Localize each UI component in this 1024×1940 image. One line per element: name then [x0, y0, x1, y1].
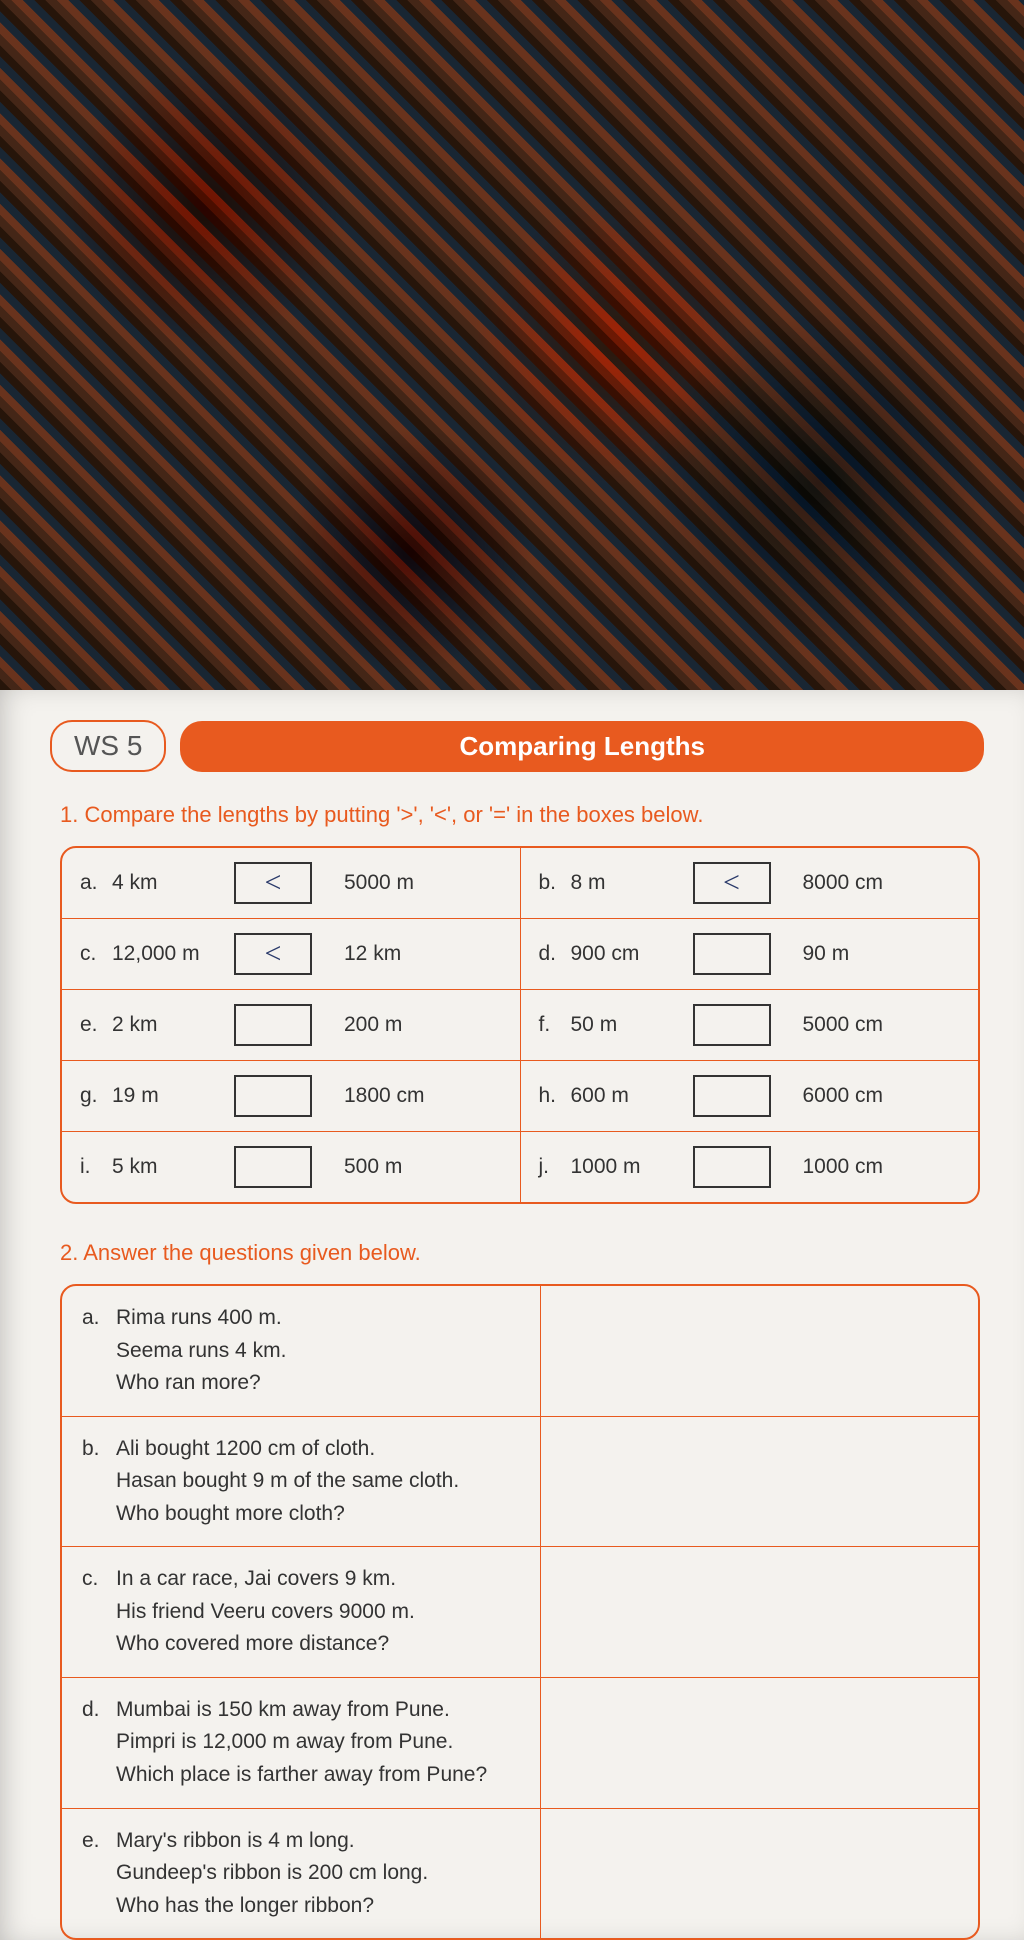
table-row: i. 5 km 500 m j. 1000 m 1000 cm [62, 1132, 978, 1202]
cell-value-2: 8000 cm [783, 871, 961, 895]
cell-letter: e. [80, 1013, 100, 1037]
cell-value-1: 12,000 m [112, 942, 222, 966]
cell-value-1: 8 m [571, 871, 681, 895]
answer-cell[interactable] [541, 1417, 979, 1547]
question-cell: d. Mumbai is 150 km away from Pune. Pimp… [62, 1678, 541, 1808]
answer-box[interactable] [234, 1146, 312, 1188]
answer-box[interactable] [693, 1146, 771, 1188]
compare-table: a. 4 km < 5000 m b. 8 m < 8000 cm c. 12,… [60, 846, 980, 1204]
cell-value-2: 1800 cm [324, 1084, 502, 1108]
item-text: Mary's ribbon is 4 m long. Gundeep's rib… [116, 1825, 520, 1923]
item-text: Rima runs 400 m. Seema runs 4 km. Who ra… [116, 1302, 520, 1400]
cell-letter: b. [539, 871, 559, 895]
compare-cell: c. 12,000 m < 12 km [62, 919, 521, 989]
fabric-background [0, 0, 1024, 690]
question-cell: e. Mary's ribbon is 4 m long. Gundeep's … [62, 1809, 541, 1939]
cell-value-2: 6000 cm [783, 1084, 961, 1108]
item-text: Mumbai is 150 km away from Pune. Pimpri … [116, 1694, 520, 1792]
answer-box[interactable]: < [693, 862, 771, 904]
table-row: a. Rima runs 400 m. Seema runs 4 km. Who… [62, 1286, 978, 1417]
item-letter: b. [82, 1433, 102, 1531]
item-letter: c. [82, 1563, 102, 1661]
cell-value-2: 12 km [324, 942, 502, 966]
question-cell: c. In a car race, Jai covers 9 km. His f… [62, 1547, 541, 1677]
item-text: Ali bought 1200 cm of cloth. Hasan bough… [116, 1433, 520, 1531]
item-letter: e. [82, 1825, 102, 1923]
cell-value-1: 19 m [112, 1084, 222, 1108]
compare-cell: b. 8 m < 8000 cm [521, 848, 979, 918]
cell-value-2: 200 m [324, 1013, 502, 1037]
question-cell: a. Rima runs 400 m. Seema runs 4 km. Who… [62, 1286, 541, 1416]
cell-value-1: 5 km [112, 1155, 222, 1179]
answer-cell[interactable] [541, 1286, 979, 1416]
answer-box[interactable] [234, 1004, 312, 1046]
q2-intro: 2. Answer the questions given below. [60, 1240, 984, 1266]
cell-letter: f. [539, 1013, 559, 1037]
compare-cell: f. 50 m 5000 cm [521, 990, 979, 1060]
compare-cell: g. 19 m 1800 cm [62, 1061, 521, 1131]
cell-value-1: 600 m [571, 1084, 681, 1108]
cell-value-1: 2 km [112, 1013, 222, 1037]
item-letter: a. [82, 1302, 102, 1400]
ws-badge: WS 5 [50, 720, 166, 772]
table-row: e. Mary's ribbon is 4 m long. Gundeep's … [62, 1809, 978, 1939]
cell-letter: a. [80, 871, 100, 895]
cell-value-2: 5000 cm [783, 1013, 961, 1037]
q1-intro: 1. Compare the lengths by putting '>', '… [60, 802, 984, 828]
cell-value-2: 500 m [324, 1155, 502, 1179]
cell-value-1: 1000 m [571, 1155, 681, 1179]
cell-letter: c. [80, 942, 100, 966]
compare-cell: i. 5 km 500 m [62, 1132, 521, 1202]
cell-value-1: 4 km [112, 871, 222, 895]
answer-cell[interactable] [541, 1678, 979, 1808]
table-row: b. Ali bought 1200 cm of cloth. Hasan bo… [62, 1417, 978, 1548]
answer-box[interactable] [693, 1075, 771, 1117]
question-cell: b. Ali bought 1200 cm of cloth. Hasan bo… [62, 1417, 541, 1547]
answer-box[interactable] [234, 1075, 312, 1117]
table-row: d. Mumbai is 150 km away from Pune. Pimp… [62, 1678, 978, 1809]
answer-cell[interactable] [541, 1547, 979, 1677]
compare-cell: j. 1000 m 1000 cm [521, 1132, 979, 1202]
compare-cell: h. 600 m 6000 cm [521, 1061, 979, 1131]
header-row: WS 5 Comparing Lengths [50, 720, 984, 772]
answer-box[interactable]: < [234, 862, 312, 904]
worksheet-page: WS 5 Comparing Lengths 1. Compare the le… [0, 690, 1024, 1940]
answer-box[interactable] [693, 933, 771, 975]
answer-box[interactable]: < [234, 933, 312, 975]
cell-letter: h. [539, 1084, 559, 1108]
item-text: In a car race, Jai covers 9 km. His frie… [116, 1563, 520, 1661]
answer-box[interactable] [693, 1004, 771, 1046]
title-pill: Comparing Lengths [180, 721, 984, 772]
compare-cell: e. 2 km 200 m [62, 990, 521, 1060]
cell-letter: i. [80, 1155, 100, 1179]
answer-cell[interactable] [541, 1809, 979, 1939]
cell-value-2: 5000 m [324, 871, 502, 895]
cell-value-1: 50 m [571, 1013, 681, 1037]
cell-value-2: 90 m [783, 942, 961, 966]
cell-letter: g. [80, 1084, 100, 1108]
table-row: g. 19 m 1800 cm h. 600 m 6000 cm [62, 1061, 978, 1132]
compare-cell: a. 4 km < 5000 m [62, 848, 521, 918]
cell-letter: d. [539, 942, 559, 966]
table-row: e. 2 km 200 m f. 50 m 5000 cm [62, 990, 978, 1061]
item-letter: d. [82, 1694, 102, 1792]
table-row: c. In a car race, Jai covers 9 km. His f… [62, 1547, 978, 1678]
compare-cell: d. 900 cm 90 m [521, 919, 979, 989]
table-row: a. 4 km < 5000 m b. 8 m < 8000 cm [62, 848, 978, 919]
cell-letter: j. [539, 1155, 559, 1179]
cell-value-1: 900 cm [571, 942, 681, 966]
table-row: c. 12,000 m < 12 km d. 900 cm 90 m [62, 919, 978, 990]
cell-value-2: 1000 cm [783, 1155, 961, 1179]
answer-table: a. Rima runs 400 m. Seema runs 4 km. Who… [60, 1284, 980, 1940]
